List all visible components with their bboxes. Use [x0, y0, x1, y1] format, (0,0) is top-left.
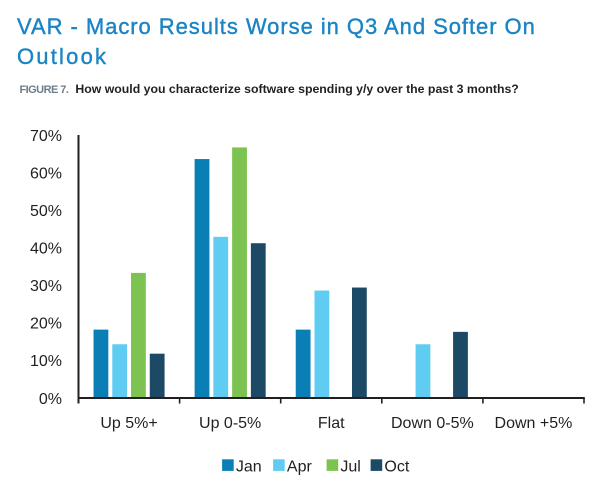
svg-text:Up 0-5%: Up 0-5% — [199, 415, 261, 432]
svg-text:Down +5%: Down +5% — [495, 415, 573, 432]
svg-text:Jan: Jan — [236, 458, 262, 475]
svg-text:Flat: Flat — [318, 415, 345, 432]
svg-text:Up 5%+: Up 5%+ — [100, 415, 157, 432]
svg-text:Apr: Apr — [287, 458, 313, 475]
svg-text:40%: 40% — [30, 241, 62, 258]
svg-text:Down 0-5%: Down 0-5% — [391, 415, 474, 432]
svg-text:0%: 0% — [39, 391, 62, 408]
svg-text:70%: 70% — [30, 128, 62, 145]
svg-text:10%: 10% — [30, 353, 62, 370]
svg-text:Oct: Oct — [384, 458, 409, 475]
svg-text:Jul: Jul — [340, 458, 360, 475]
svg-text:50%: 50% — [30, 203, 62, 220]
svg-text:60%: 60% — [30, 165, 62, 182]
svg-text:20%: 20% — [30, 316, 62, 333]
svg-text:30%: 30% — [30, 278, 62, 295]
